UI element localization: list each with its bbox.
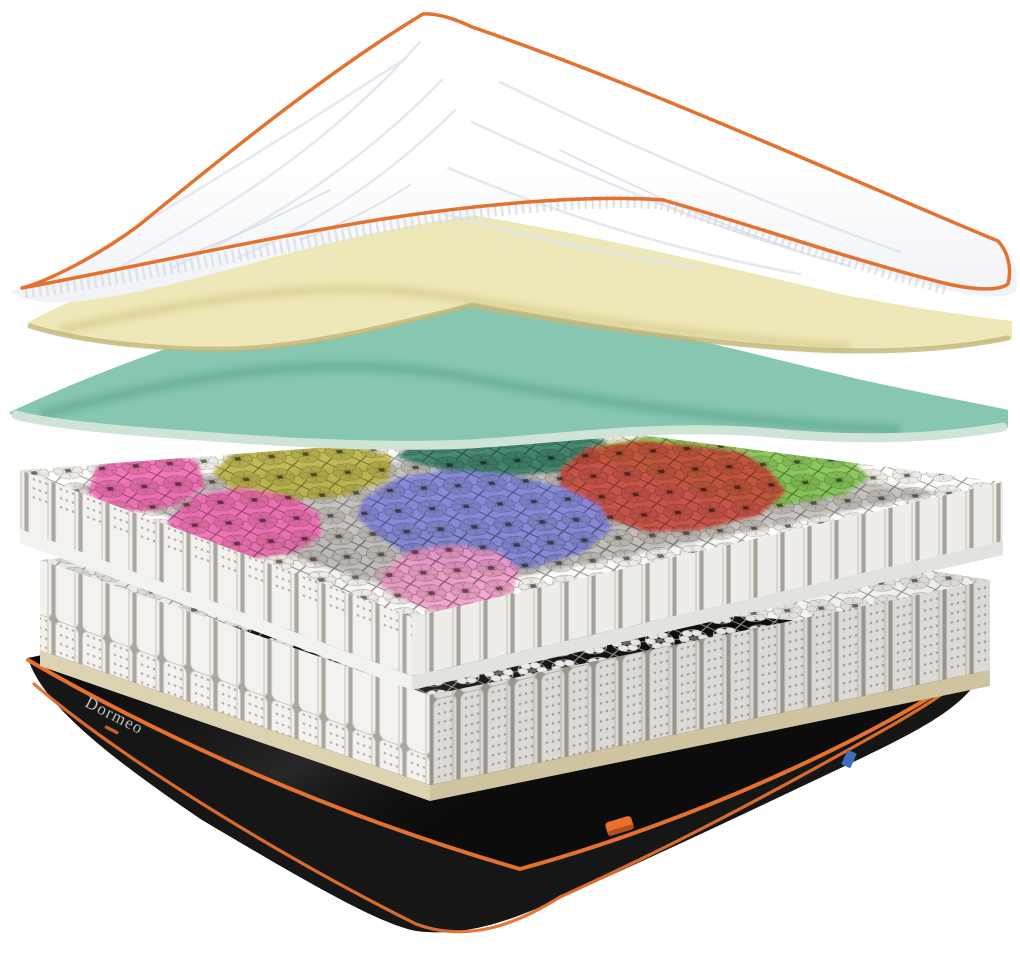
teal-foam-fold-shadow (38, 361, 901, 435)
zone-blob-pink-back (88, 450, 205, 512)
side-label-tag (841, 750, 857, 768)
cover-fringe-pleats (24, 195, 952, 299)
zoned-base-board-right (412, 541, 1003, 690)
zone-blob-pink-front (380, 545, 520, 612)
zoned-springs-side-right (412, 482, 1003, 676)
layer-quilted-cover (10, 6, 1017, 303)
support-springs-side-right-shade (430, 580, 990, 785)
zone-blob-red (560, 440, 786, 532)
cover-piping (20, 12, 1012, 291)
yellow-foam-fold-shadow (59, 284, 851, 352)
logo-accent (104, 725, 119, 735)
zone-blob-purple (358, 470, 612, 572)
base-piping-bottom (32, 662, 982, 934)
support-springs-side-right (430, 580, 990, 785)
zoned-base-board-left (20, 529, 412, 690)
teal-foam-front-edge (11, 410, 1008, 450)
zipper-pull-tab (605, 816, 634, 836)
support-base-board-right (430, 670, 990, 801)
base-piping-top (26, 656, 990, 872)
support-base-board-left (40, 650, 430, 801)
zoned-springs-side-left (20, 470, 412, 676)
zone-blob-olive (212, 442, 392, 500)
support-springs-side-left (40, 560, 430, 785)
yellow-foam-bottom-edge (27, 302, 1011, 354)
